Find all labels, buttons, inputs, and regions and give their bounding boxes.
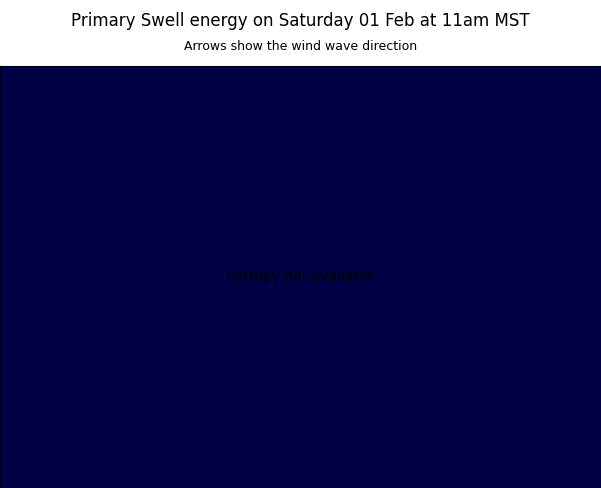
Text: Arrows show the wind wave direction: Arrows show the wind wave direction xyxy=(184,40,417,53)
Text: cartopy not available: cartopy not available xyxy=(227,270,374,284)
Text: Primary Swell energy on Saturday 01 Feb at 11am MST: Primary Swell energy on Saturday 01 Feb … xyxy=(71,12,530,30)
